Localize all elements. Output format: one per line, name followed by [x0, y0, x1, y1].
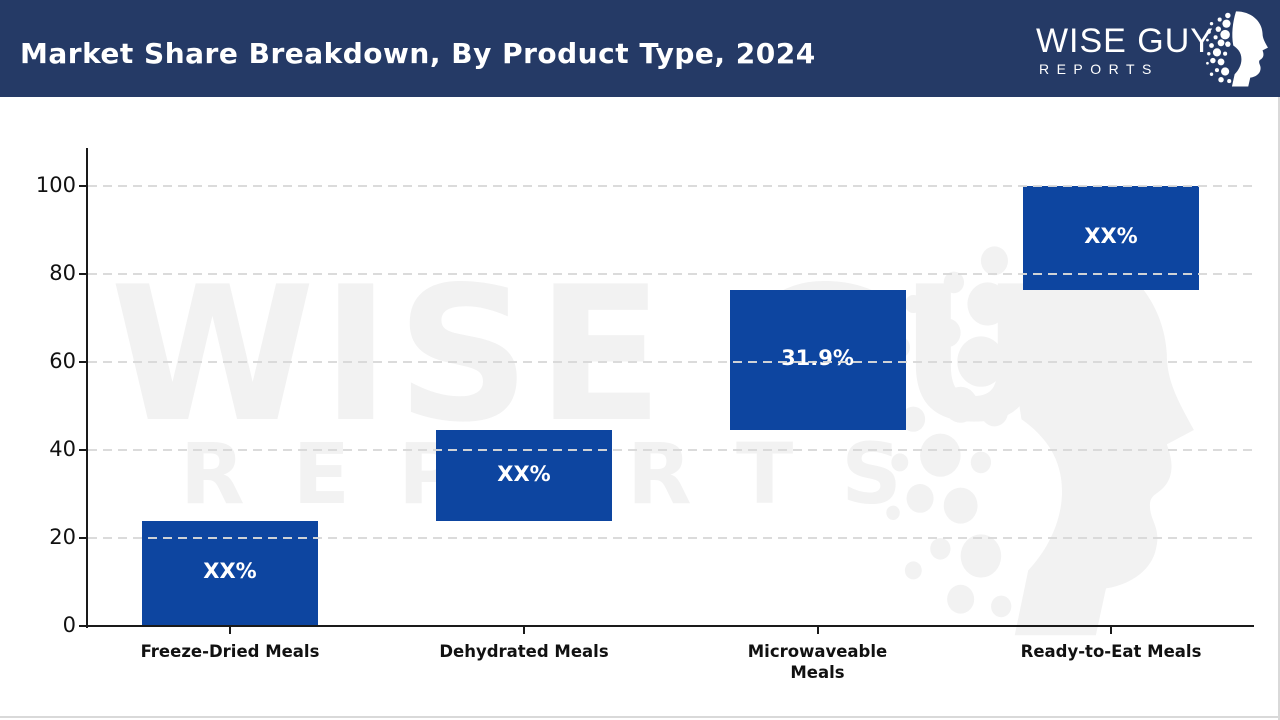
gridline-60 — [88, 361, 1254, 363]
bar-2 — [436, 430, 612, 521]
y-tick-label-0: 0 — [62, 613, 76, 637]
dotted-head-icon — [1206, 10, 1268, 87]
y-tick-80 — [79, 273, 86, 275]
x-category-label: Dehydrated Meals — [439, 642, 609, 661]
y-tick-40 — [79, 449, 86, 451]
y-tick-20 — [79, 537, 86, 539]
y-tick-0 — [79, 625, 86, 627]
logo-wordmark: WISE GUY — [1035, 22, 1214, 60]
wise-guy-reports-logo: WISE GUY REPORTS — [1036, 6, 1280, 92]
gridline-100 — [88, 185, 1254, 187]
x-tick-4 — [1110, 627, 1112, 634]
gridline-80 — [88, 273, 1254, 275]
y-tick-label-100: 100 — [35, 173, 76, 197]
x-tick-1 — [229, 627, 231, 634]
bar-value-label: XX% — [1084, 223, 1138, 248]
logo-subtitle: REPORTS — [1038, 61, 1159, 77]
x-category-label: Ready-to-Eat Meals — [1020, 642, 1202, 661]
page-title: Market Share Breakdown, By Product Type,… — [20, 37, 816, 70]
y-tick-label-40: 40 — [49, 437, 76, 461]
bar-value-label: XX% — [497, 461, 551, 486]
y-tick-100 — [79, 185, 86, 187]
x-category-label: Microwaveable Meals — [747, 642, 888, 683]
bottom-border-line — [0, 716, 1280, 718]
y-tick-label-60: 60 — [49, 349, 76, 373]
y-tick-60 — [79, 361, 86, 363]
logo-text: WISE GUY REPORTS — [1036, 24, 1214, 77]
bar-4 — [1023, 186, 1199, 290]
x-tick-3 — [816, 627, 819, 634]
watermark-head-icon — [886, 239, 1194, 636]
y-tick-label-20: 20 — [49, 525, 76, 549]
x-axis-line — [86, 625, 1254, 627]
bar-3 — [729, 289, 906, 431]
right-border-line — [1278, 97, 1280, 720]
x-tick-2 — [523, 627, 525, 634]
y-tick-label-80: 80 — [49, 261, 76, 285]
gridline-20 — [88, 537, 1254, 539]
header-bar: Market Share Breakdown, By Product Type,… — [0, 0, 1280, 97]
gridline-40 — [88, 449, 1254, 451]
bar-value-label: XX% — [203, 559, 257, 584]
bar-value-label: 31.9% — [781, 346, 854, 371]
x-category-label: Freeze-Dried Meals — [140, 642, 320, 661]
y-axis-line — [86, 148, 88, 628]
